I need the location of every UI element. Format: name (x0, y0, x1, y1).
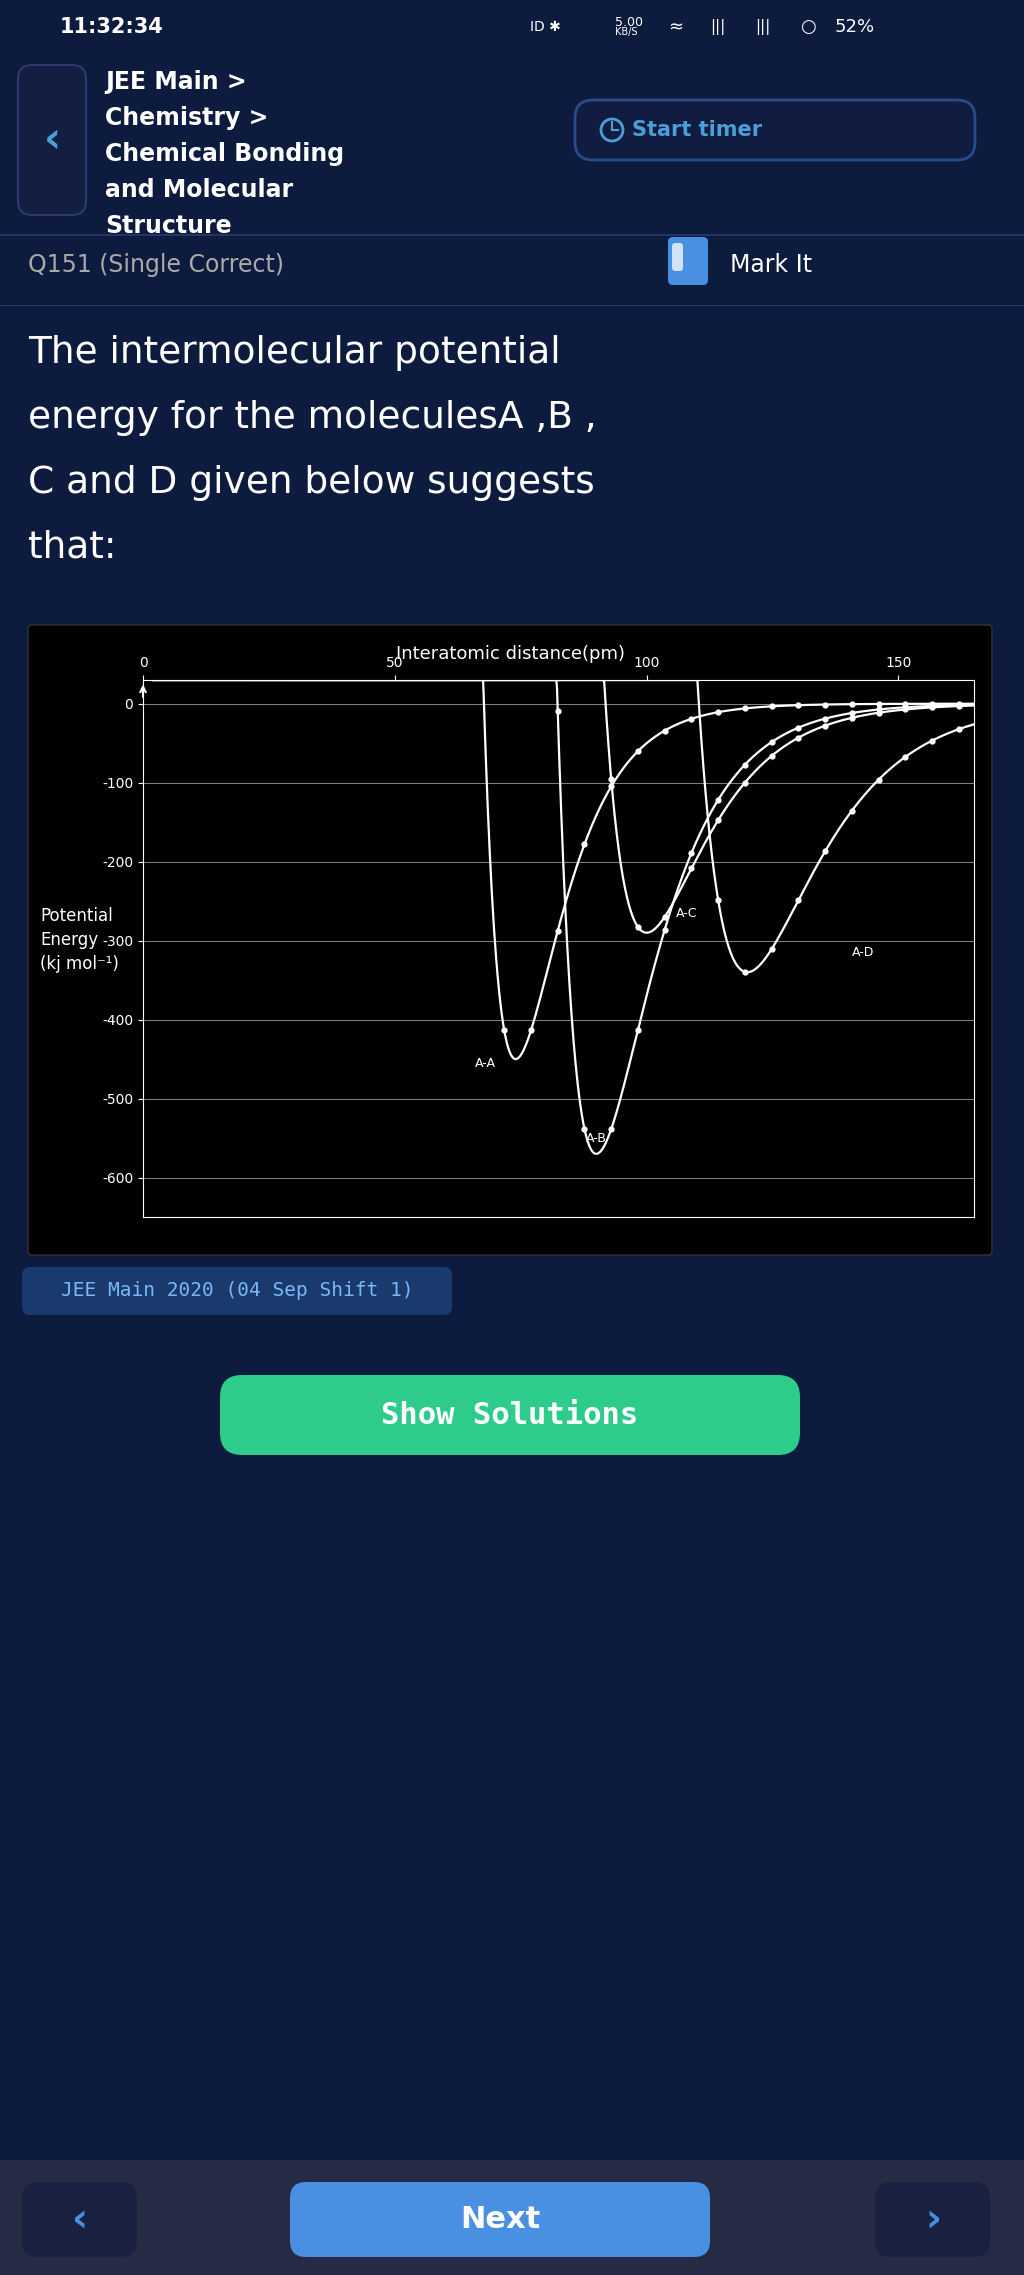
FancyBboxPatch shape (18, 66, 86, 216)
FancyBboxPatch shape (220, 1374, 800, 1456)
Text: Show Solutions: Show Solutions (381, 1401, 639, 1429)
Text: The intermolecular potential: The intermolecular potential (28, 334, 560, 371)
Text: KB/S: KB/S (615, 27, 638, 36)
Text: |||: ||| (710, 18, 725, 34)
FancyBboxPatch shape (0, 2159, 1024, 2275)
FancyBboxPatch shape (28, 626, 992, 1256)
FancyBboxPatch shape (22, 1267, 452, 1315)
Text: Potential
Energy
(kj mol⁻¹): Potential Energy (kj mol⁻¹) (40, 908, 119, 974)
Text: JEE Main >: JEE Main > (105, 71, 247, 93)
Text: Start timer: Start timer (632, 121, 762, 141)
Text: energy for the moleculesA ,B ,: energy for the moleculesA ,B , (28, 400, 597, 437)
FancyBboxPatch shape (22, 2182, 137, 2257)
Text: Next: Next (460, 2204, 540, 2234)
Text: ○: ○ (800, 18, 816, 36)
Text: 11:32:34: 11:32:34 (60, 16, 164, 36)
Text: Interatomic distance(pm): Interatomic distance(pm) (395, 646, 625, 662)
Text: 5.00: 5.00 (615, 16, 643, 30)
Text: 52%: 52% (835, 18, 876, 36)
Text: JEE Main 2020 (04 Sep Shift 1): JEE Main 2020 (04 Sep Shift 1) (60, 1281, 414, 1301)
Text: A-D: A-D (852, 946, 874, 960)
Text: Structure: Structure (105, 214, 231, 239)
Text: ›: › (925, 2200, 941, 2239)
FancyBboxPatch shape (874, 2182, 990, 2257)
Text: ≈: ≈ (668, 18, 683, 36)
FancyBboxPatch shape (575, 100, 975, 159)
Text: A-A: A-A (475, 1058, 496, 1069)
Text: Chemical Bonding: Chemical Bonding (105, 141, 344, 166)
Text: ID ✱: ID ✱ (530, 20, 561, 34)
Text: A-C: A-C (676, 908, 697, 919)
Text: C and D given below suggests: C and D given below suggests (28, 464, 595, 500)
Text: and Molecular: and Molecular (105, 177, 293, 202)
Text: ‹: ‹ (43, 118, 60, 162)
Text: A-B: A-B (586, 1133, 606, 1144)
Text: |||: ||| (755, 18, 770, 34)
FancyBboxPatch shape (672, 243, 683, 271)
Text: that:: that: (28, 530, 117, 566)
FancyBboxPatch shape (668, 237, 708, 284)
FancyBboxPatch shape (290, 2182, 710, 2257)
Text: Chemistry >: Chemistry > (105, 107, 268, 130)
Text: Q151 (Single Correct): Q151 (Single Correct) (28, 253, 284, 278)
Text: ‹: ‹ (72, 2200, 88, 2239)
Text: Mark It: Mark It (730, 253, 812, 278)
